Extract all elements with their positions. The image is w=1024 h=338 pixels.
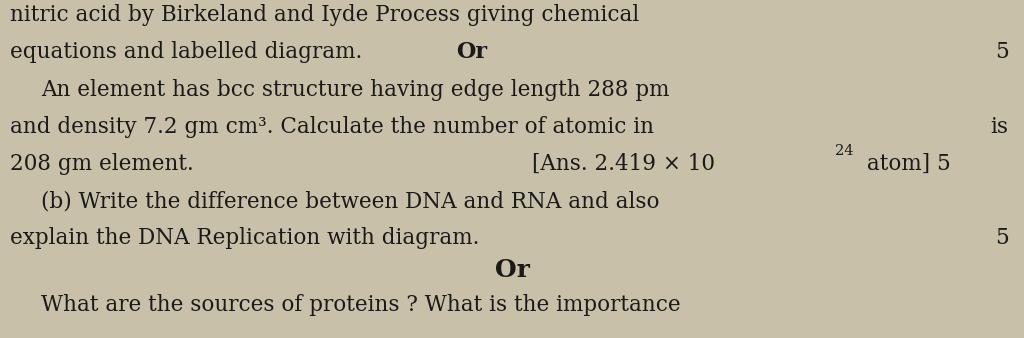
Text: 24: 24 — [835, 144, 853, 158]
Text: atom] 5: atom] 5 — [860, 153, 951, 175]
Text: 5: 5 — [995, 41, 1009, 63]
Text: An element has bcc structure having edge length 288 pm: An element has bcc structure having edge… — [41, 78, 670, 100]
Text: Or: Or — [456, 41, 486, 63]
Text: and density 7.2 gm cm³. Calculate the number of atomic in: and density 7.2 gm cm³. Calculate the nu… — [10, 116, 654, 138]
Text: Or: Or — [495, 258, 529, 282]
Text: is: is — [990, 116, 1009, 138]
Text: 208 gm element.: 208 gm element. — [10, 153, 194, 175]
Text: nitric acid by Birkeland and Iyde Process giving chemical: nitric acid by Birkeland and Iyde Proces… — [10, 4, 640, 26]
Text: (b) Write the difference between DNA and RNA and also: (b) Write the difference between DNA and… — [41, 190, 659, 212]
Text: explain the DNA Replication with diagram.: explain the DNA Replication with diagram… — [10, 227, 479, 249]
Text: 5: 5 — [995, 227, 1009, 249]
Text: [Ans. 2.419 × 10: [Ans. 2.419 × 10 — [532, 153, 716, 175]
Text: equations and labelled diagram.: equations and labelled diagram. — [10, 41, 376, 63]
Text: What are the sources of proteins ? What is the importance: What are the sources of proteins ? What … — [41, 293, 681, 315]
